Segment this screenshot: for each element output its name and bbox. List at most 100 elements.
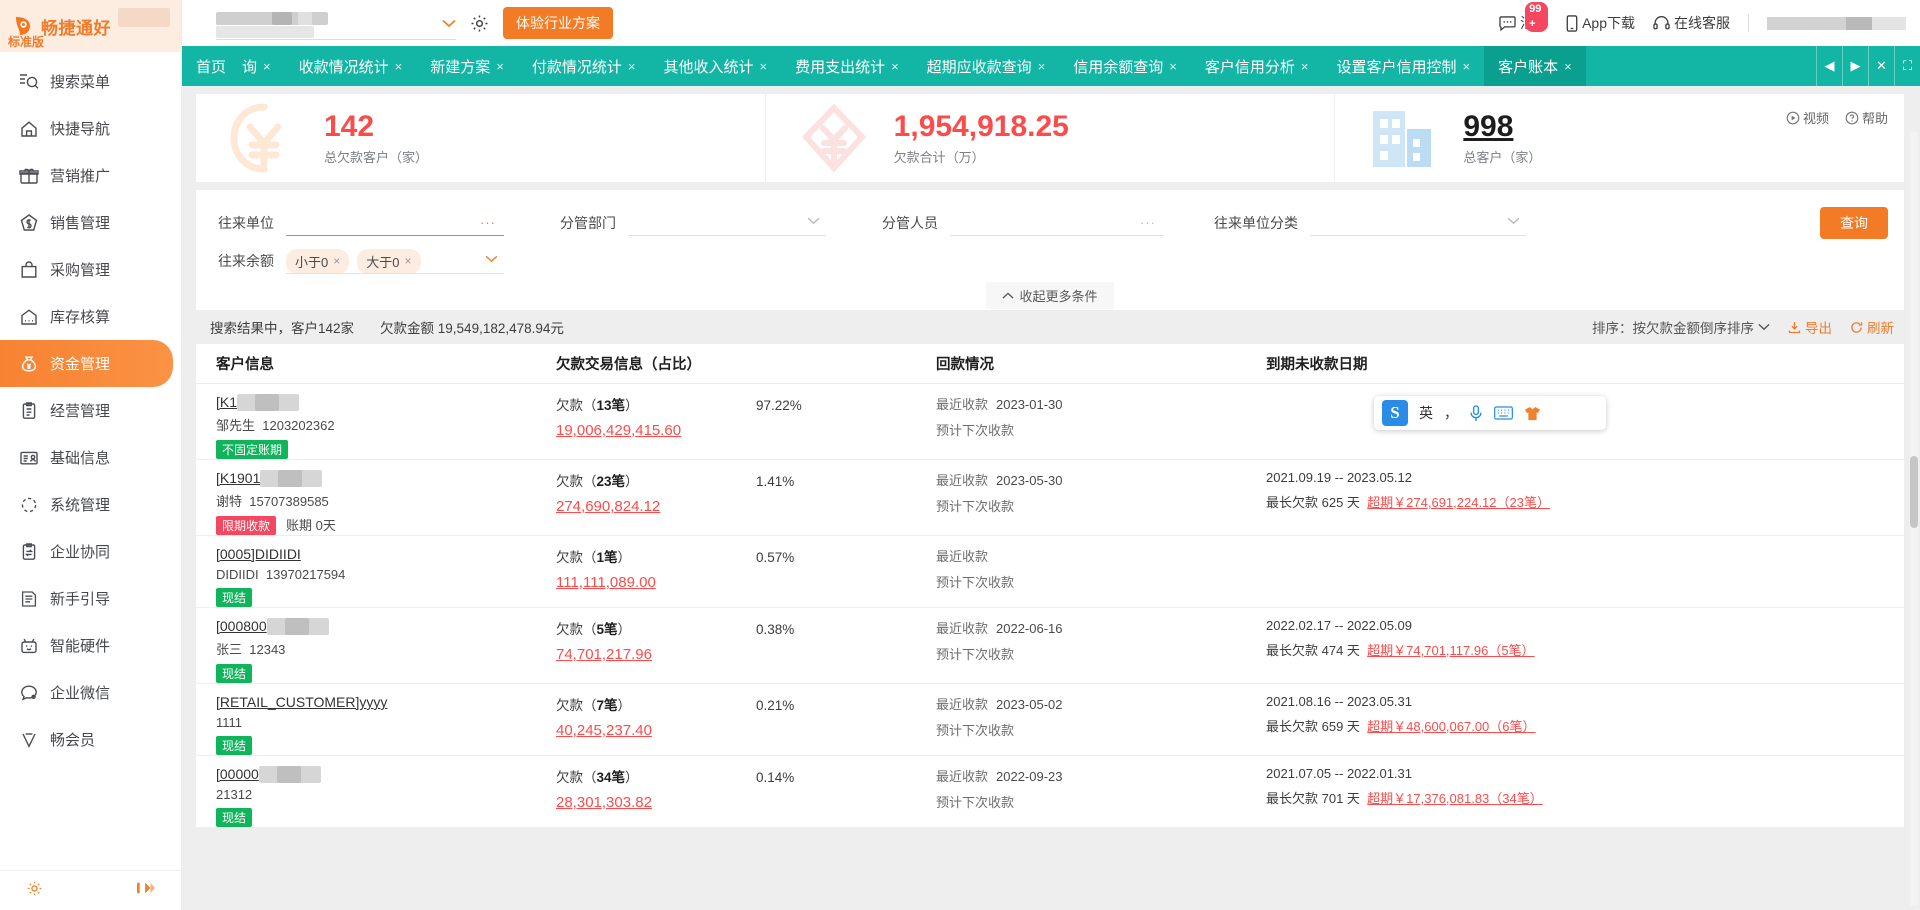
- video-link[interactable]: 视频: [1786, 108, 1829, 127]
- tab-close-icon[interactable]: ×: [891, 58, 899, 74]
- chevron-down-icon[interactable]: [442, 16, 456, 31]
- sort-selector[interactable]: 排序：按欠款金额倒序排序: [1592, 317, 1770, 337]
- sidebar-item-3[interactable]: 销售管理: [0, 199, 181, 246]
- table-row[interactable]: [0005]DIDIIDI DIDIIDI 13970217594 现结 欠款（1笔）…: [196, 536, 1904, 608]
- tab-11[interactable]: 客户账本 ×: [1484, 46, 1586, 86]
- filter-input[interactable]: ···: [286, 208, 504, 238]
- tab-close-icon[interactable]: ×: [394, 58, 403, 74]
- settings-gear-button[interactable]: [470, 14, 489, 33]
- debt-amount-link[interactable]: 274,690,824.12: [556, 498, 661, 515]
- table-row[interactable]: [000800 张三 12343 现结 欠款（5笔） 74,701,217.96 0.38…: [196, 608, 1904, 684]
- sidebar-item-7[interactable]: 经营管理: [0, 387, 181, 434]
- tab-close-icon[interactable]: ×: [1564, 58, 1572, 74]
- tab-8[interactable]: 信用余额查询 ×: [1059, 46, 1191, 86]
- debt-amount-link[interactable]: 40,245,237.40: [556, 722, 652, 739]
- tab-9[interactable]: 客户信用分析 ×: [1191, 46, 1323, 86]
- tab-close-icon[interactable]: ×: [1300, 58, 1309, 74]
- overdue-amount-link[interactable]: 超期￥74,701,117.96（5笔）: [1367, 643, 1535, 658]
- sidebar-item-4[interactable]: 采购管理: [0, 246, 181, 293]
- tag-remove-icon[interactable]: ×: [404, 254, 412, 268]
- debt-amount-link[interactable]: 19,006,429,415.60: [556, 422, 682, 439]
- customer-code-link[interactable]: [0005]DIDIIDI: [216, 546, 301, 562]
- trial-industry-solution-button[interactable]: 体验行业方案: [503, 7, 613, 39]
- ime-apps-icon[interactable]: [1552, 405, 1568, 421]
- table-row[interactable]: [K1901 谢特 15707389585 限期收款 账期 0天 欠款（23笔） 274,…: [196, 460, 1904, 536]
- sidebar-item-2[interactable]: 营销推广: [0, 152, 181, 199]
- tab-close-icon[interactable]: ×: [496, 58, 504, 74]
- refresh-button[interactable]: 刷新: [1850, 317, 1894, 337]
- tab-5[interactable]: 其他收入统计 ×: [649, 46, 781, 86]
- tab-3[interactable]: 新建方案 ×: [416, 46, 518, 86]
- debt-amount-link[interactable]: 111,111,089.00: [556, 574, 656, 591]
- ime-floating-toolbar[interactable]: S 英 ，: [1374, 396, 1606, 430]
- sidebar-item-6[interactable]: 资金管理: [0, 340, 173, 387]
- filter-tag-lt0[interactable]: 小于0 ×: [286, 248, 350, 274]
- tab-close-icon[interactable]: ×: [263, 58, 271, 74]
- ime-logo-icon[interactable]: S: [1382, 400, 1408, 426]
- sidebar-item-0[interactable]: 搜索菜单: [0, 58, 181, 105]
- collapse-more-conditions-button[interactable]: 收起更多条件: [986, 281, 1114, 309]
- customer-code-link[interactable]: [00000: [216, 766, 321, 783]
- customer-code-link[interactable]: [K1: [216, 394, 300, 411]
- online-support-button[interactable]: 在线客服: [1653, 13, 1730, 33]
- sidebar-item-11[interactable]: 新手引导: [0, 575, 181, 622]
- gear-icon[interactable]: [26, 880, 43, 902]
- overdue-amount-link[interactable]: 超期￥274,691,224.12（23笔）: [1367, 495, 1550, 510]
- query-button[interactable]: 查询: [1820, 207, 1888, 239]
- ellipsis-icon[interactable]: ···: [1140, 215, 1156, 230]
- ime-lang-en[interactable]: 英: [1419, 405, 1433, 421]
- tab-scroll-left[interactable]: ◀: [1816, 46, 1842, 86]
- debt-amount-link[interactable]: 74,701,217.96: [556, 646, 652, 663]
- tab-1[interactable]: 询 ×: [228, 46, 285, 86]
- ime-voice-icon[interactable]: [1469, 404, 1483, 422]
- tab-6[interactable]: 费用支出统计 ×: [781, 46, 913, 86]
- sidebar-item-14[interactable]: 畅会员: [0, 716, 181, 763]
- filter-select[interactable]: [1310, 208, 1526, 238]
- chevron-down-icon[interactable]: [485, 252, 498, 266]
- sidebar-item-10[interactable]: 企业协同: [0, 528, 181, 575]
- organization-select[interactable]: [216, 8, 456, 40]
- tab-close-icon[interactable]: ×: [1169, 58, 1177, 74]
- sidebar-item-5[interactable]: 库存核算: [0, 293, 181, 340]
- customer-code-link[interactable]: [000800: [216, 618, 329, 635]
- tab-close-icon[interactable]: ×: [1037, 58, 1046, 74]
- tab-close-icon[interactable]: ×: [759, 58, 768, 74]
- help-link[interactable]: 帮助: [1845, 108, 1888, 127]
- tab-4[interactable]: 付款情况统计 ×: [518, 46, 650, 86]
- tab-close-icon[interactable]: ×: [627, 58, 636, 74]
- sidebar-item-8[interactable]: 基础信息: [0, 434, 181, 481]
- filter-select[interactable]: [628, 208, 826, 238]
- filter-multiselect[interactable]: 小于0 × 大于0 ×: [286, 246, 504, 276]
- sidebar-item-12[interactable]: 智能硬件: [0, 622, 181, 669]
- sidebar-item-9[interactable]: 系统管理: [0, 481, 181, 528]
- collapse-icon[interactable]: [137, 881, 155, 900]
- sidebar-item-1[interactable]: 快捷导航: [0, 105, 181, 152]
- messages-button[interactable]: 消息 99 +: [1499, 2, 1549, 33]
- tab-7[interactable]: 超期应收款查询 ×: [913, 46, 1060, 86]
- tag-remove-icon[interactable]: ×: [333, 254, 341, 268]
- chevron-down-icon[interactable]: [807, 214, 820, 228]
- user-name-mask[interactable]: [1767, 16, 1906, 30]
- overdue-amount-link[interactable]: 超期￥17,376,081.83（34笔）: [1367, 791, 1543, 806]
- table-row[interactable]: [RETAIL_CUSTOMER]yyyy 1111 现结 欠款（7笔） 40,245…: [196, 684, 1904, 756]
- content-scrollbar-thumb[interactable]: [1910, 456, 1918, 528]
- table-row[interactable]: [00000 21312 现结 欠款（34笔） 28,301,303.82 0.14% 最…: [196, 756, 1904, 828]
- debt-amount-link[interactable]: 28,301,303.82: [556, 794, 652, 811]
- tab-10[interactable]: 设置客户信用控制 ×: [1323, 46, 1485, 86]
- filter-input[interactable]: ···: [950, 208, 1164, 238]
- customer-code-link[interactable]: [RETAIL_CUSTOMER]yyyy: [216, 694, 387, 710]
- ime-keyboard-icon[interactable]: [1494, 406, 1513, 420]
- ime-skin-icon[interactable]: [1524, 406, 1541, 421]
- tab-close-all[interactable]: ✕: [1868, 46, 1894, 86]
- ime-punct[interactable]: ，: [1444, 405, 1458, 421]
- tab-scroll-right[interactable]: ▶: [1842, 46, 1868, 86]
- ellipsis-icon[interactable]: ···: [480, 215, 496, 230]
- filter-tag-gt0[interactable]: 大于0 ×: [357, 248, 421, 274]
- export-button[interactable]: 导出: [1788, 317, 1832, 337]
- overdue-amount-link[interactable]: 超期￥48,600,067.00（6笔）: [1367, 719, 1536, 734]
- tab-2[interactable]: 收款情况统计 ×: [285, 46, 417, 86]
- customer-code-link[interactable]: [K1901: [216, 470, 323, 487]
- sidebar-item-13[interactable]: 企业微信: [0, 669, 181, 716]
- tab-close-icon[interactable]: ×: [1462, 58, 1471, 74]
- tab-fullscreen[interactable]: ⛶: [1894, 46, 1920, 86]
